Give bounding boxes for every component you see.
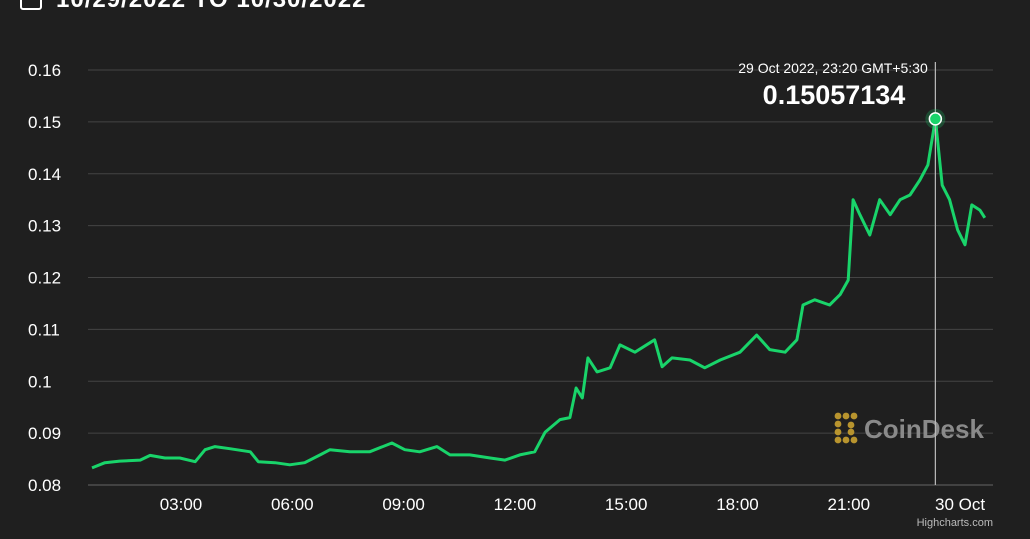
- x-tick-label: 03:00: [160, 495, 203, 514]
- calendar-icon[interactable]: [20, 0, 42, 10]
- y-tick-label: 0.08: [28, 476, 61, 495]
- y-tick-label: 0.15: [28, 113, 61, 132]
- y-tick-label: 0.16: [28, 61, 61, 80]
- x-tick-label: 15:00: [605, 495, 648, 514]
- date-range-text: 10/29/2022 TO 10/30/2022: [56, 0, 366, 14]
- y-tick-label: 0.11: [28, 320, 60, 339]
- x-tick-label: 12:00: [494, 495, 537, 514]
- x-tick-label: 21:00: [828, 495, 871, 514]
- price-line: [91, 117, 987, 470]
- highlight-marker[interactable]: [928, 112, 943, 126]
- coindesk-logo-icon: [834, 412, 858, 444]
- y-tick-label: 0.12: [28, 269, 61, 288]
- date-range-header: 10/29/2022 TO 10/30/2022: [20, 0, 366, 14]
- tooltip-date: 29 Oct 2022, 23:20 GMT+5:30: [738, 60, 928, 76]
- tooltip-value: 0.15057134: [763, 80, 906, 110]
- y-tick-label: 0.09: [28, 424, 61, 443]
- x-tick-label: 18:00: [716, 495, 759, 514]
- x-tick-label: 06:00: [271, 495, 314, 514]
- x-tick-label: 30 Oct: [935, 495, 985, 514]
- coindesk-watermark: CoinDesk: [834, 412, 984, 444]
- y-tick-label: 0.1: [28, 372, 52, 391]
- watermark-text: CoinDesk: [864, 414, 984, 444]
- y-tick-label: 0.14: [28, 165, 61, 184]
- x-tick-label: 09:00: [382, 495, 425, 514]
- y-tick-label: 0.13: [28, 217, 61, 236]
- highcharts-credit[interactable]: Highcharts.com: [917, 517, 993, 529]
